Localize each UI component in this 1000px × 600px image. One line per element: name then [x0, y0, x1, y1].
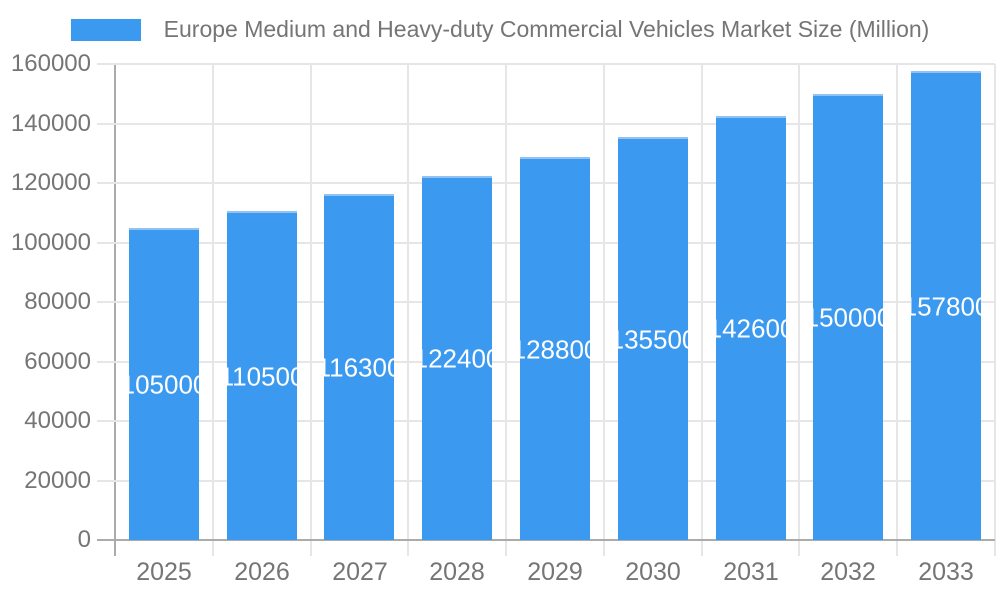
x-gridline: [994, 64, 996, 556]
x-axis-category-label: 2025: [136, 558, 192, 586]
y-axis-tick-label: 80000: [24, 288, 91, 315]
x-axis-baseline: [97, 539, 995, 541]
x-gridline: [505, 64, 507, 556]
y-axis-line: [114, 64, 116, 556]
chart-legend: Europe Medium and Heavy-duty Commercial …: [0, 16, 1000, 43]
bar-value-label: 128800: [520, 334, 590, 364]
bar-value-label: 122400: [422, 343, 492, 374]
bar-2031: 142600: [716, 116, 786, 540]
y-axis-tick-label: 160000: [10, 50, 91, 77]
x-gridline: [407, 64, 409, 556]
x-gridline: [310, 64, 312, 556]
bar-value-label: 105000: [129, 369, 199, 400]
y-axis-tick-label: 100000: [10, 229, 91, 256]
y-gridline: [97, 63, 995, 65]
bar-value-label: 110500: [227, 361, 297, 391]
x-gridline: [798, 64, 800, 556]
bar-2026: 110500: [227, 211, 297, 540]
bar-2033: 157800: [911, 71, 981, 540]
bar-value-label: 142600: [716, 313, 786, 344]
x-gridline: [896, 64, 898, 556]
y-axis-tick-label: 140000: [10, 110, 91, 137]
y-axis-tick-label: 60000: [24, 348, 91, 375]
x-axis-category-label: 2029: [527, 558, 583, 586]
bar-value-label: 116300: [324, 352, 394, 383]
x-axis-category-label: 2026: [234, 558, 290, 586]
bar-2030: 135500: [618, 137, 688, 540]
bar-value-label: 157800: [911, 291, 981, 321]
x-axis-category-label: 2033: [918, 558, 974, 586]
bar-2032: 150000: [813, 94, 883, 540]
x-axis-category-label: 2031: [723, 558, 779, 586]
bar-value-label: 150000: [813, 302, 883, 333]
x-axis-category-label: 2032: [820, 558, 876, 586]
chart-title: Europe Medium and Heavy-duty Commercial …: [163, 16, 930, 42]
x-axis-category-label: 2028: [429, 558, 485, 586]
x-axis-category-label: 2030: [625, 558, 681, 586]
bar-2028: 122400: [422, 176, 492, 540]
bar-value-label: 135500: [618, 324, 688, 354]
y-axis-tick-label: 40000: [24, 407, 91, 434]
x-axis-category-label: 2027: [332, 558, 388, 586]
legend-swatch: [70, 18, 141, 41]
x-gridline: [212, 64, 214, 556]
bar-2029: 128800: [520, 157, 590, 540]
y-axis-tick-label: 120000: [10, 169, 91, 196]
x-gridline: [603, 64, 605, 556]
y-axis-tick-label: 20000: [24, 467, 91, 494]
y-gridline: [97, 123, 995, 125]
bar-2027: 116300: [324, 194, 394, 540]
x-gridline: [701, 64, 703, 556]
bar-2025: 105000: [129, 228, 199, 540]
y-axis-tick-label: 0: [77, 526, 91, 553]
